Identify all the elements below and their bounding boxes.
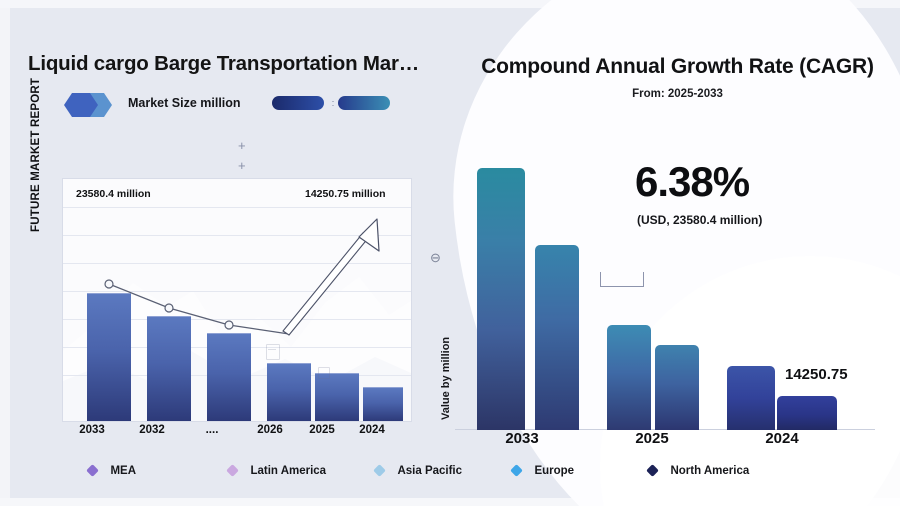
bar-dots xyxy=(207,333,251,421)
legend-item-north-america[interactable]: North America xyxy=(646,462,750,482)
cagr-bar-2025-b xyxy=(655,345,699,430)
legend-marker-asia-pacific xyxy=(373,464,386,478)
legend-item-latin-america[interactable]: Latin America xyxy=(226,462,327,482)
cagr-bar-2033-a xyxy=(477,168,525,430)
trend-overlay xyxy=(104,218,380,336)
legend-label-europe: Europe xyxy=(534,464,575,477)
left-chart-annotation-end: 14250.75 million xyxy=(305,188,386,200)
left-chart-y-axis-title: FUTURE MARKET REPORT xyxy=(30,77,42,232)
plus-icon-lower: + xyxy=(238,158,246,173)
cagr-usd-note: (USD, 23580.4 million) xyxy=(637,213,763,227)
cagr-xtick-2024: 2024 xyxy=(765,430,799,447)
page-edge-left xyxy=(0,0,10,506)
square-ghost-icon xyxy=(318,367,330,379)
cagr-bar-2025-a xyxy=(607,325,651,430)
legend-label-asia-pacific: Asia Pacific xyxy=(397,464,463,477)
legend-label-mea: MEA xyxy=(110,464,137,477)
left-chart-plot xyxy=(62,178,412,422)
pill-legend-group: : xyxy=(272,94,394,112)
bar-2024 xyxy=(363,387,403,421)
legend-item-europe[interactable]: Europe xyxy=(510,462,575,482)
page-title: Liquid cargo Barge Transportation Mar… xyxy=(28,52,420,75)
xtick-2025: 2025 xyxy=(309,424,335,436)
bar-2032 xyxy=(147,316,191,421)
xtick-2033: 2033 xyxy=(79,424,105,436)
legend-marker-north-america xyxy=(646,464,659,478)
market-size-legend: Market Size million : xyxy=(60,88,460,122)
xtick-ellipsis: .... xyxy=(205,424,219,436)
right-panel: Compound Annual Growth Rate (CAGR) From:… xyxy=(455,0,900,506)
gridline xyxy=(63,263,411,264)
page-edge-bottom xyxy=(0,498,900,506)
legend-label-north-america: North America xyxy=(670,464,750,477)
legend-marker-europe xyxy=(510,464,523,478)
cagr-xtick-2033: 2033 xyxy=(505,430,539,447)
chart-legend: MEA Latin America Asia Pacific Europe No… xyxy=(0,462,900,484)
legend-marker-mea xyxy=(86,464,99,478)
left-panel: Liquid cargo Barge Transportation Mar… M… xyxy=(28,52,460,436)
market-size-label: Market Size million xyxy=(128,96,241,110)
cagr-xtick-2025: 2025 xyxy=(635,430,669,447)
left-chart-annotation-start: 23580.4 million xyxy=(76,188,151,200)
pill-swatch-secondary xyxy=(338,96,390,110)
hexagon-icon xyxy=(60,90,122,120)
cagr-period: From: 2025-2033 xyxy=(632,88,723,100)
cagr-end-value-label: 14250.75 xyxy=(785,366,848,383)
xtick-2032: 2032 xyxy=(139,424,165,436)
pill-swatch-primary xyxy=(272,96,324,110)
page-edge-top xyxy=(0,0,900,8)
legend-item-mea[interactable]: MEA xyxy=(86,462,137,482)
legend-item-asia-pacific[interactable]: Asia Pacific xyxy=(373,462,463,482)
plus-icon-upper: + xyxy=(238,138,246,153)
bracket-marker-icon xyxy=(600,272,644,287)
cagr-bar-2024-b xyxy=(777,396,837,430)
cagr-value: 6.38% xyxy=(635,158,750,205)
gridline xyxy=(63,319,411,320)
legend-label-latin-america: Latin America xyxy=(250,464,327,477)
pill-separator: : xyxy=(331,98,335,108)
bar-2026 xyxy=(267,363,311,421)
growth-arrow-icon xyxy=(282,218,380,336)
minus-circle-icon: ⊖ xyxy=(430,250,441,265)
gridline xyxy=(63,291,411,292)
legend-marker-latin-america xyxy=(226,464,239,478)
bar-2025 xyxy=(315,373,359,421)
cagr-bar-2033-b xyxy=(535,245,579,430)
gridline xyxy=(63,207,411,208)
xtick-2024: 2024 xyxy=(359,424,385,436)
gridline xyxy=(63,235,411,236)
document-ghost-icon xyxy=(266,344,280,360)
bar-2033 xyxy=(87,293,131,421)
xtick-2026: 2026 xyxy=(257,424,283,436)
cagr-title: Compound Annual Growth Rate (CAGR) xyxy=(481,55,874,78)
cagr-bars-area xyxy=(455,150,900,430)
cagr-bar-2024-a xyxy=(727,366,775,430)
